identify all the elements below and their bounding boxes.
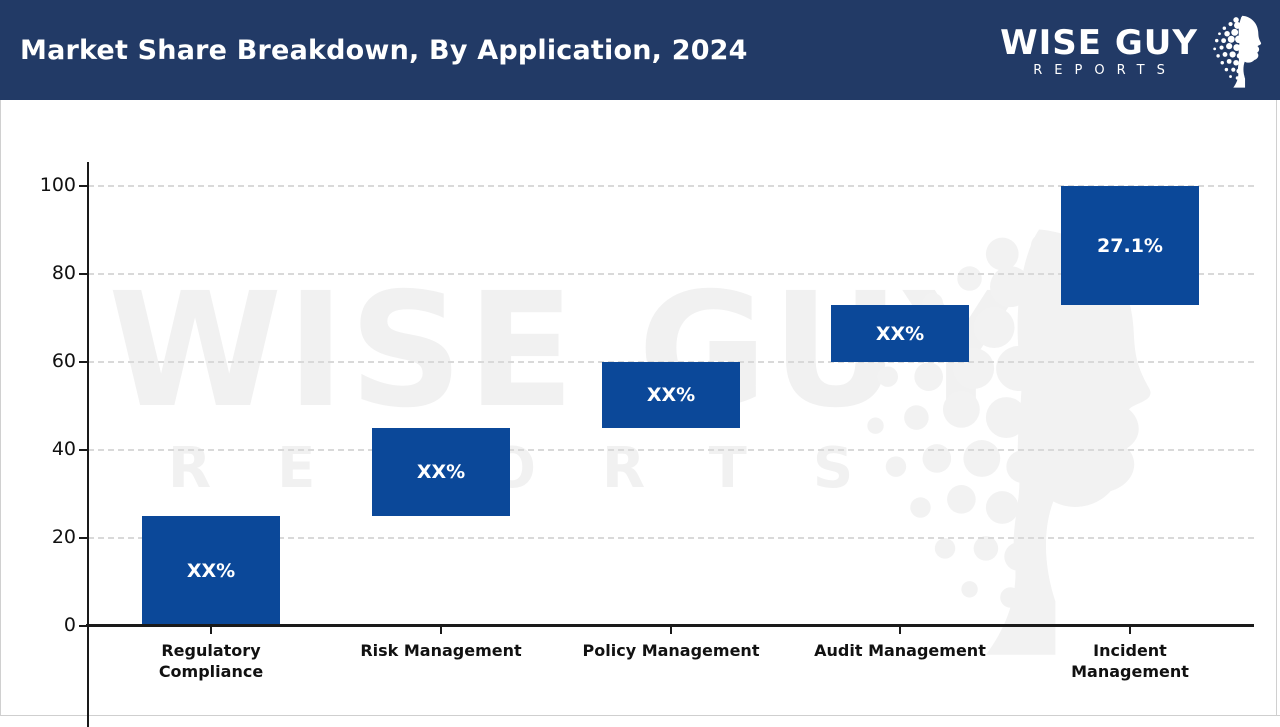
- chart-title: Market Share Breakdown, By Application, …: [20, 34, 748, 66]
- x-tick-mark: [1129, 627, 1131, 634]
- bar-value-label: XX%: [416, 461, 466, 483]
- x-tick-mark: [899, 627, 901, 634]
- y-tick-label: 100: [39, 174, 76, 196]
- content-border-bottom: [0, 715, 1280, 716]
- logo-wiseguy-label: WISE GUY: [1000, 22, 1198, 63]
- gridline: [88, 273, 1254, 275]
- y-tick-mark: [79, 449, 87, 451]
- bar-segment: 27.1%: [1061, 186, 1199, 306]
- y-tick-mark: [79, 537, 87, 539]
- x-axis-line: [86, 624, 1254, 627]
- y-tick-label: 60: [51, 350, 76, 372]
- x-tick-label: Policy Management: [582, 641, 760, 660]
- logo-text: WISE GUY REPORTS: [1000, 25, 1198, 78]
- y-tick-mark: [79, 185, 87, 187]
- bar-value-label: XX%: [875, 322, 925, 345]
- y-tick-mark: [79, 625, 87, 627]
- x-tick-mark: [670, 627, 672, 634]
- wiseguy-logo: WISE GUY REPORTS: [1000, 10, 1266, 92]
- chart-plot-area: 0 20 40 60 80 100 XX% XX% XX% XX% 27.1% Regulatory …: [0, 100, 1280, 727]
- x-tick-mark: [210, 627, 212, 634]
- watermark-reports-text: REPORTS: [168, 436, 920, 501]
- y-tick-label: 0: [63, 614, 76, 636]
- logo-reports-label: REPORTS: [1033, 62, 1177, 78]
- bar-segment: XX%: [602, 362, 740, 428]
- bar-segment: XX%: [142, 516, 280, 626]
- x-tick-mark: [440, 627, 442, 634]
- y-tick-mark: [79, 273, 87, 275]
- bar-value-label: 27.1%: [1097, 234, 1163, 257]
- content-border-right: [1276, 100, 1277, 716]
- bar-segment: XX%: [372, 428, 510, 516]
- bar-value-label: XX%: [186, 560, 236, 582]
- gridline: [88, 449, 1254, 451]
- y-axis-line: [87, 162, 89, 727]
- y-tick-label: 40: [51, 438, 76, 460]
- y-tick-label: 20: [51, 526, 76, 548]
- x-tick-label: Audit Management: [814, 641, 986, 660]
- bar-segment: XX%: [831, 305, 969, 362]
- x-tick-label: Risk Management: [360, 641, 522, 660]
- wiseguy-face-icon: [1202, 13, 1266, 89]
- y-tick-label: 80: [51, 262, 76, 284]
- x-tick-label: Incident Management: [1071, 641, 1189, 681]
- gridline: [88, 537, 1254, 539]
- gridline: [88, 185, 1254, 187]
- x-tick-label: Regulatory Compliance: [158, 641, 264, 681]
- y-tick-mark: [79, 361, 87, 363]
- header-bar: Market Share Breakdown, By Application, …: [0, 0, 1280, 100]
- content-border-left: [0, 100, 1, 716]
- bar-value-label: XX%: [646, 384, 696, 406]
